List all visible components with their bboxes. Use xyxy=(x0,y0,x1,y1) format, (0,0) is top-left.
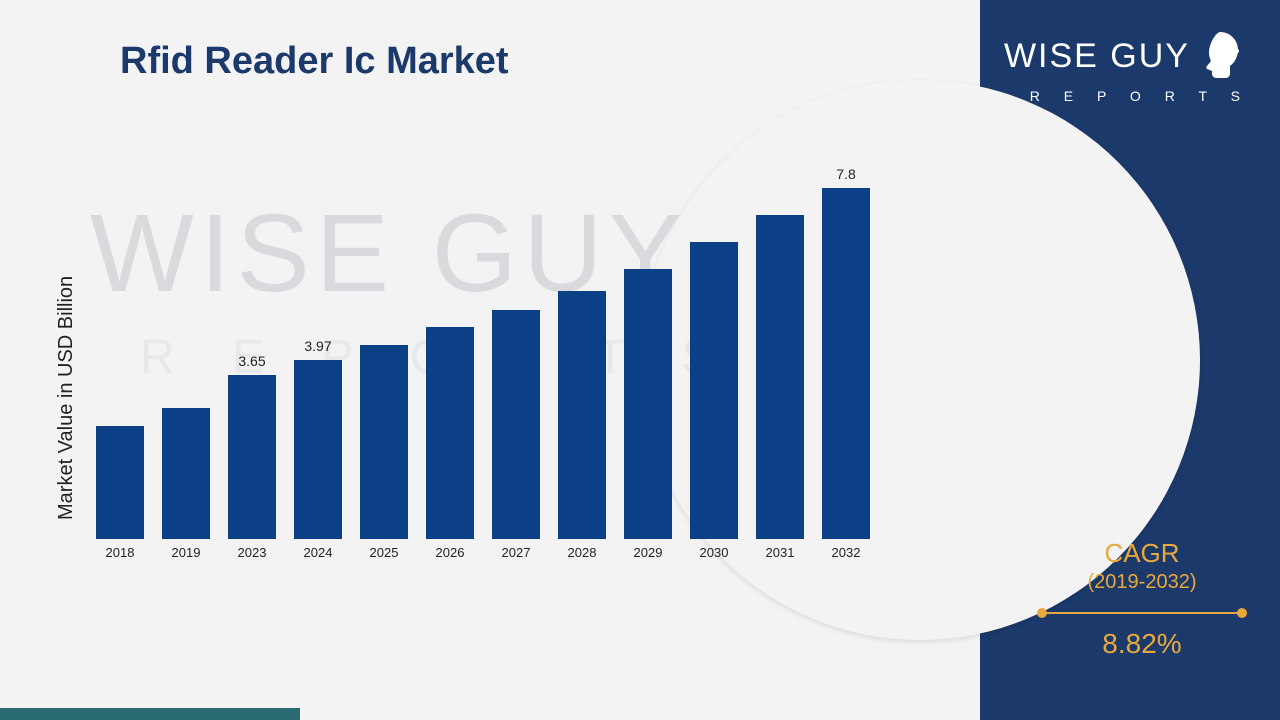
cagr-value: 8.82% xyxy=(1042,628,1242,660)
y-axis-label: Market Value in USD Billion xyxy=(55,276,78,520)
bar-x-label: 2026 xyxy=(436,545,465,560)
bar-rect xyxy=(624,269,672,539)
brand-line1: WISE GUY xyxy=(1004,37,1190,76)
bar-value-label: 7.8 xyxy=(836,166,855,184)
chart-title: Rfid Reader Ic Market xyxy=(120,40,509,83)
head-icon xyxy=(1190,26,1250,86)
bar-x-label: 2030 xyxy=(700,545,729,560)
cagr-block: CAGR (2019-2032) 8.82% xyxy=(1042,538,1242,660)
bar-chart: 2018 2019 3.65 2023 3.97 2024 2025 2026 2027 2028… xyxy=(90,180,890,580)
bar-2018: 2018 xyxy=(96,404,144,560)
bar-rect xyxy=(228,375,276,539)
bar-2026: 2026 xyxy=(426,305,474,560)
bar-x-label: 2024 xyxy=(304,545,333,560)
bar-2025: 2025 xyxy=(360,323,408,560)
bar-rect xyxy=(756,215,804,539)
brand-line2: R E P O R T S xyxy=(1004,88,1250,104)
bar-rect xyxy=(822,188,870,539)
bar-x-label: 2032 xyxy=(832,545,861,560)
bar-2028: 2028 xyxy=(558,269,606,560)
brand-logo: WISE GUY R E P O R T S xyxy=(1004,26,1250,104)
bar-rect xyxy=(492,310,540,539)
bar-x-label: 2019 xyxy=(172,545,201,560)
bar-rect xyxy=(96,426,144,539)
bar-x-label: 2025 xyxy=(370,545,399,560)
bar-rect xyxy=(426,327,474,539)
bar-rect xyxy=(162,408,210,539)
bar-value-label: 3.97 xyxy=(304,338,331,356)
bars-container: 2018 2019 3.65 2023 3.97 2024 2025 2026 2027 2028… xyxy=(90,180,890,560)
bar-2023: 3.65 2023 xyxy=(228,353,276,560)
bar-rect xyxy=(360,345,408,539)
bar-2030: 2030 xyxy=(690,220,738,560)
cagr-range: (2019-2032) xyxy=(1042,571,1242,594)
bar-2019: 2019 xyxy=(162,386,210,560)
bar-value-label: 3.65 xyxy=(238,353,265,371)
bar-2032: 7.8 2032 xyxy=(822,166,870,560)
page-root: WISE GUY R E P O R T S Rfid Reader Ic Ma… xyxy=(0,0,1280,720)
cagr-divider xyxy=(1042,612,1242,614)
bar-rect xyxy=(690,242,738,539)
bar-2029: 2029 xyxy=(624,247,672,560)
bar-2027: 2027 xyxy=(492,288,540,560)
cagr-label: CAGR xyxy=(1042,538,1242,569)
bar-x-label: 2031 xyxy=(766,545,795,560)
bar-x-label: 2027 xyxy=(502,545,531,560)
bar-x-label: 2029 xyxy=(634,545,663,560)
bar-x-label: 2018 xyxy=(106,545,135,560)
bar-2031: 2031 xyxy=(756,193,804,560)
bar-2024: 3.97 2024 xyxy=(294,338,342,560)
bar-rect xyxy=(294,360,342,539)
bar-rect xyxy=(558,291,606,539)
bar-x-label: 2028 xyxy=(568,545,597,560)
bar-x-label: 2023 xyxy=(238,545,267,560)
bottom-strip xyxy=(0,708,300,720)
